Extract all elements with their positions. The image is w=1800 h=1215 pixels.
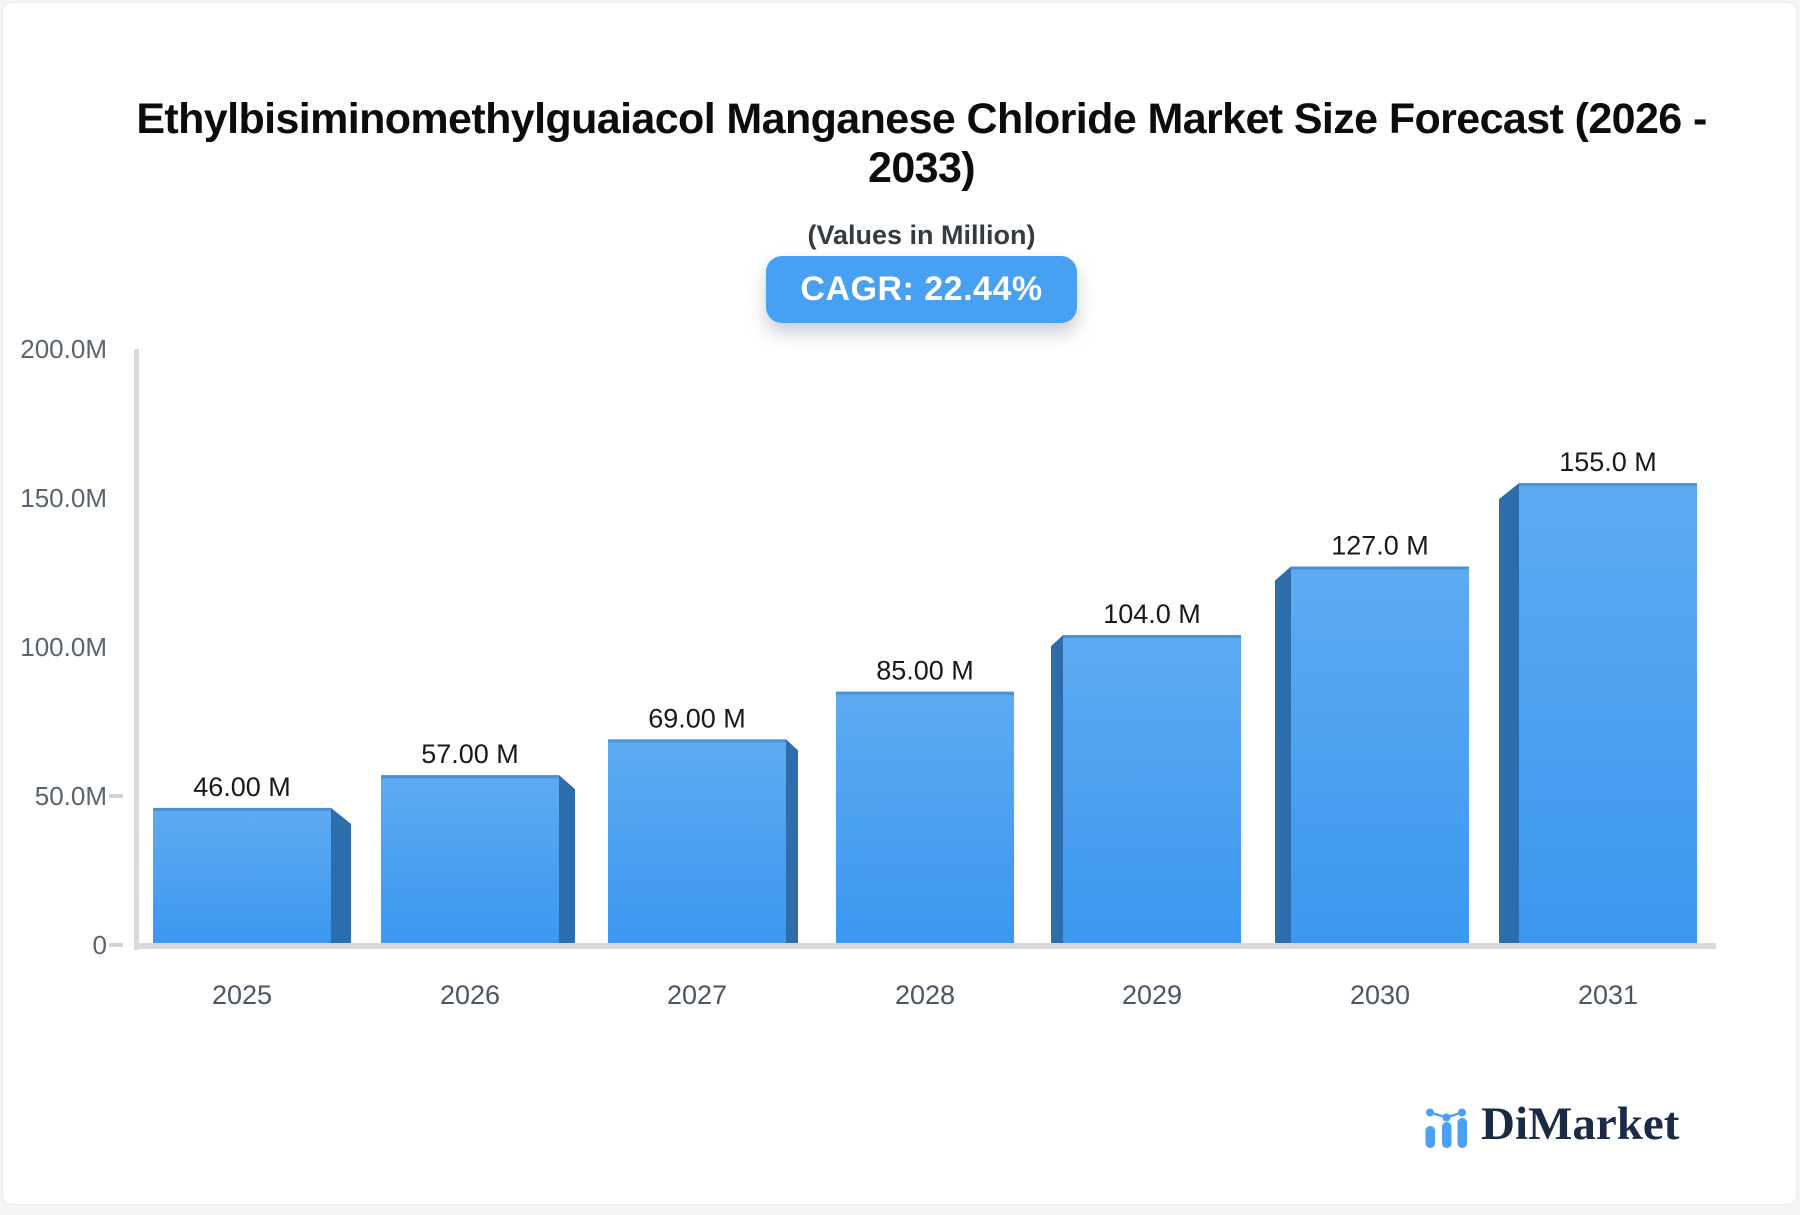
x-axis-label: 2027 <box>667 980 727 1010</box>
bar-value-label: 69.00 M <box>648 703 746 733</box>
chart-heading: Ethylbisiminomethylguaiacol Manganese Ch… <box>47 3 1796 323</box>
x-axis-label: 2031 <box>1578 980 1638 1010</box>
bar-side-face <box>1051 635 1063 947</box>
bar-top-edge <box>1519 483 1697 487</box>
bar-side-face <box>559 775 575 947</box>
bar-value-label: 46.00 M <box>193 772 291 802</box>
cagr-badge: CAGR: 22.44% <box>766 256 1077 323</box>
x-axis-label: 2025 <box>212 980 272 1010</box>
x-axis-line <box>134 943 1716 949</box>
bar-top-edge <box>153 807 331 811</box>
x-axis-label: 2028 <box>895 980 955 1010</box>
bar-side-face <box>1499 483 1519 947</box>
bar-2029[interactable] <box>1063 635 1241 945</box>
y-tick-label: 150.0M <box>20 483 107 513</box>
bar-top-edge <box>381 775 559 779</box>
chart-subtitle: (Values in Million) <box>807 220 1036 250</box>
bar-chart: 0 50.0M 100.0M 150.0M 200.0M 46.00 M 2025 57.00… <box>20 334 1716 1010</box>
y-tick-label: 0 <box>93 930 107 960</box>
y-tick-label: 50.0M <box>35 781 107 811</box>
bar-2027[interactable] <box>608 739 786 945</box>
bar-top-edge <box>1063 635 1241 639</box>
bar-value-label: 127.0 M <box>1331 531 1429 561</box>
x-axis-label: 2030 <box>1350 980 1410 1010</box>
bar-side-face <box>786 739 798 947</box>
chart-title-line-1: Ethylbisiminomethylguaiacol Manganese Ch… <box>136 95 1707 143</box>
bar-value-label: 155.0 M <box>1559 447 1657 477</box>
bar-2028[interactable] <box>836 691 1014 945</box>
x-axis-label: 2029 <box>1122 980 1182 1010</box>
bar-value-label: 85.00 M <box>876 656 974 686</box>
y-tick-mark <box>109 943 123 947</box>
y-axis-line <box>134 349 139 950</box>
bar-side-face <box>331 807 351 947</box>
dimarket-logo-text: DiMarket <box>1481 1098 1680 1150</box>
dimarket-logo-icon <box>1425 1108 1467 1148</box>
bar-2031[interactable] <box>1519 483 1697 945</box>
bar-side-face <box>1275 566 1291 947</box>
bar-top-edge <box>836 691 1014 695</box>
bar-value-label: 57.00 M <box>421 739 519 769</box>
y-tick-label: 200.0M <box>20 334 107 364</box>
bar-value-label: 104.0 M <box>1103 599 1201 629</box>
bar-top-edge <box>608 739 786 743</box>
dimarket-logo: DiMarket <box>1424 1101 1679 1148</box>
x-axis-label: 2026 <box>440 980 500 1010</box>
y-tick-mark <box>109 794 123 798</box>
y-tick-label: 100.0M <box>20 632 107 662</box>
bar-top-edge <box>1291 566 1469 570</box>
bar-2030[interactable] <box>1291 566 1469 945</box>
bar-2026[interactable] <box>381 775 559 945</box>
bar-2025[interactable] <box>153 807 331 945</box>
chart-title-line-2: 2033) <box>868 144 976 192</box>
